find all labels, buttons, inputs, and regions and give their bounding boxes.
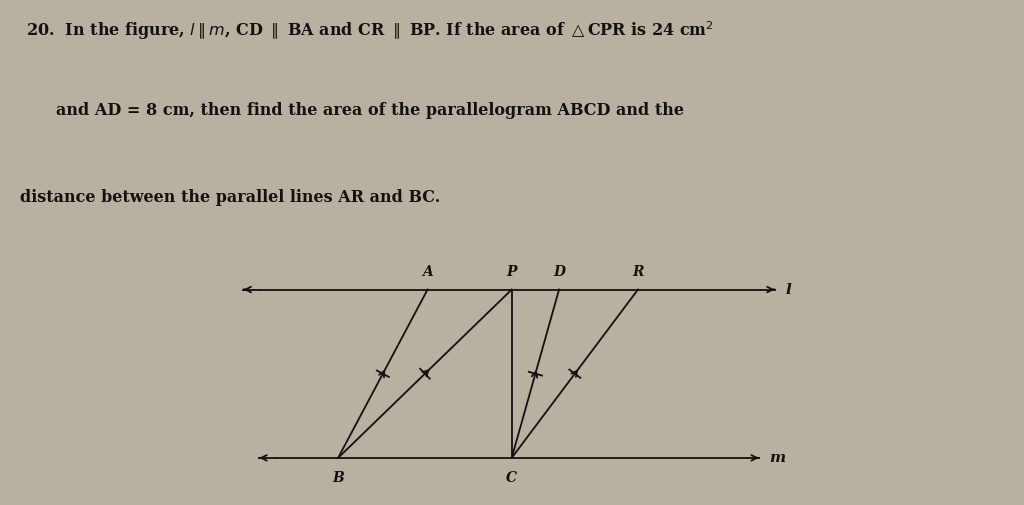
- Text: R: R: [632, 265, 644, 279]
- Text: P: P: [507, 265, 517, 279]
- Text: A: A: [422, 265, 433, 279]
- Text: C: C: [506, 471, 517, 485]
- Text: m: m: [769, 451, 785, 465]
- Text: D: D: [553, 265, 565, 279]
- Text: distance between the parallel lines AR and BC.: distance between the parallel lines AR a…: [20, 189, 440, 206]
- Text: B: B: [332, 471, 344, 485]
- Text: and AD = 8 cm, then find the area of the parallelogram ABCD and the: and AD = 8 cm, then find the area of the…: [56, 102, 684, 119]
- Text: l: l: [785, 282, 791, 296]
- Text: 20.  In the figure, $l \parallel m$, CD $\parallel$ BA and CR $\parallel$ BP. If: 20. In the figure, $l \parallel m$, CD $…: [26, 19, 714, 42]
